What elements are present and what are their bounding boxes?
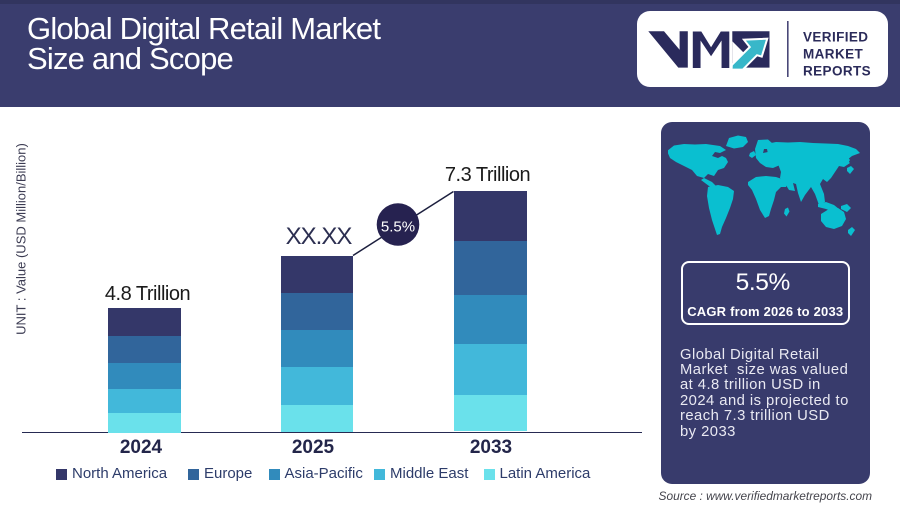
svg-text:VERIFIED: VERIFIED bbox=[803, 30, 868, 45]
svg-text:REPORTS: REPORTS bbox=[803, 64, 871, 79]
svg-text:MARKET: MARKET bbox=[803, 47, 863, 62]
